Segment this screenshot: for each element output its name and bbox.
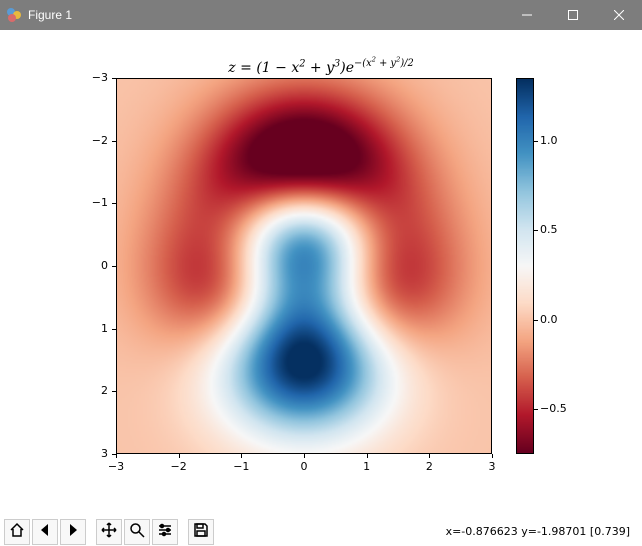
pan-button[interactable] [96,519,122,545]
ytick-label: −3 [78,71,108,84]
ytick-label: 0 [78,259,108,272]
colorbar-tick-label: −0.5 [540,402,580,415]
window-titlebar: Figure 1 [0,0,642,30]
maximize-button[interactable] [550,0,596,30]
save-icon [193,522,209,541]
ytick-label: 3 [78,447,108,460]
ytick-mark [112,454,116,455]
xtick-label: −2 [164,460,194,473]
ytick-label: 2 [78,384,108,397]
colorbar-tick-mark [534,409,538,410]
heatmap-axes[interactable] [116,78,492,454]
minimize-button[interactable] [504,0,550,30]
figure-area: z = (1 − x2 + y3)e−(x2 + y2)/2 −3−2−1012… [0,30,642,516]
xtick-mark [241,454,242,458]
colorbar [516,78,534,454]
window-title: Figure 1 [28,8,72,22]
xtick-label: 1 [352,460,382,473]
xtick-label: 3 [477,460,507,473]
ytick-label: −1 [78,196,108,209]
xtick-mark [179,454,180,458]
colorbar-tick-mark [534,230,538,231]
xtick-label: −1 [226,460,256,473]
zoom-icon [129,522,145,541]
back-button[interactable] [32,519,58,545]
home-icon [9,522,25,541]
home-button[interactable] [4,519,30,545]
ytick-mark [112,266,116,267]
ytick-mark [112,203,116,204]
heatmap-canvas [117,79,491,453]
xtick-label: −3 [101,460,131,473]
xtick-label: 0 [289,460,319,473]
colorbar-tick-label: 0.5 [540,223,580,236]
cursor-coordinates: x=-0.876623 y=-1.98701 [0.739] [446,525,630,538]
close-button[interactable] [596,0,642,30]
pan-icon [101,522,117,541]
ytick-label: 1 [78,322,108,335]
configure-button[interactable] [152,519,178,545]
xtick-mark [429,454,430,458]
ytick-mark [112,329,116,330]
colorbar-tick-mark [534,141,538,142]
colorbar-canvas [517,79,533,453]
forward-icon [65,522,81,541]
save-button[interactable] [188,519,214,545]
ytick-label: −2 [78,134,108,147]
xtick-mark [304,454,305,458]
colorbar-tick-label: 1.0 [540,134,580,147]
ytick-mark [112,391,116,392]
xtick-mark [116,454,117,458]
ytick-mark [112,141,116,142]
zoom-button[interactable] [124,519,150,545]
ytick-mark [112,78,116,79]
forward-button[interactable] [60,519,86,545]
xtick-mark [492,454,493,458]
matplotlib-toolbar: x=-0.876623 y=-1.98701 [0.739] [0,516,642,546]
app-icon [6,7,22,23]
xtick-mark [367,454,368,458]
colorbar-tick-mark [534,320,538,321]
xtick-label: 2 [414,460,444,473]
back-icon [37,522,53,541]
colorbar-tick-label: 0.0 [540,313,580,326]
configure-icon [157,522,173,541]
